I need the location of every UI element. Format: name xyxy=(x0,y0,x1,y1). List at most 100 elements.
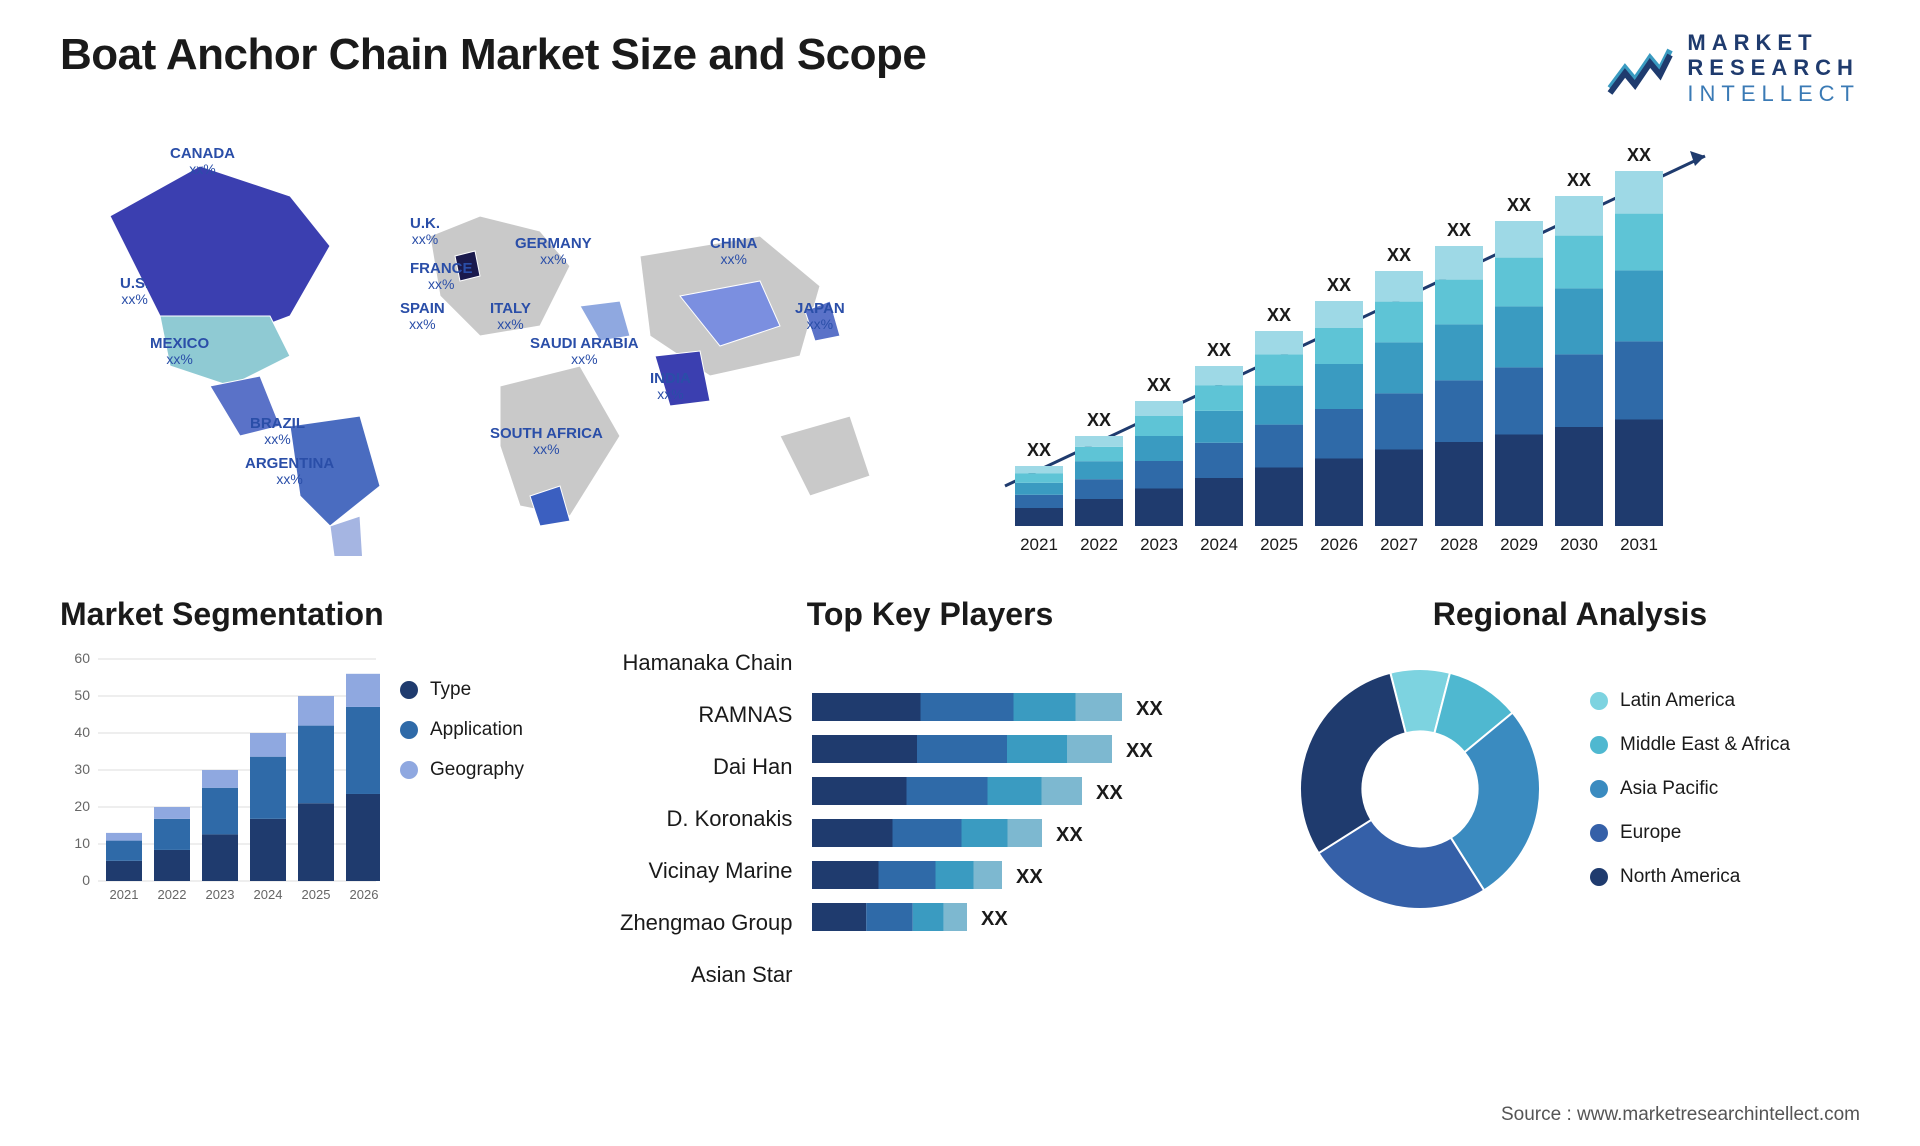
svg-text:2023: 2023 xyxy=(206,887,235,902)
svg-text:XX: XX xyxy=(1627,145,1651,165)
svg-text:XX: XX xyxy=(981,908,1008,930)
regional-donut xyxy=(1280,649,1560,929)
svg-text:XX: XX xyxy=(1027,440,1051,460)
map-label: U.S.xx% xyxy=(120,276,149,306)
bottom-row: Market Segmentation 0 10 20 30 40 50 60 2021 202… xyxy=(60,596,1860,999)
svg-text:XX: XX xyxy=(1327,275,1351,295)
players-bars: XXXXXXXXXXXX xyxy=(812,649,1240,999)
svg-text:XX: XX xyxy=(1507,195,1531,215)
svg-text:2023: 2023 xyxy=(1140,535,1178,554)
map-label: SOUTH AFRICAxx% xyxy=(490,426,603,456)
players-names: Hamanaka Chain RAMNAS Dai Han D. Koronakis V… xyxy=(620,649,792,999)
svg-text:2027: 2027 xyxy=(1380,535,1418,554)
map-label: CANADAxx% xyxy=(170,146,235,176)
logo-line-3: INTELLECT xyxy=(1687,81,1860,106)
regional-title: Regional Analysis xyxy=(1280,596,1860,633)
map-label: ARGENTINAxx% xyxy=(245,456,334,486)
legend-item: Latin America xyxy=(1590,690,1790,712)
player-name: RAMNAS xyxy=(620,701,792,739)
segmentation-chart: 0 10 20 30 40 50 60 2021 2022 2023 2024 2025 2026 xyxy=(60,649,380,909)
svg-text:60: 60 xyxy=(74,650,90,666)
svg-text:2026: 2026 xyxy=(350,887,379,902)
svg-text:XX: XX xyxy=(1267,305,1291,325)
player-name: Zhengmao Group xyxy=(620,909,792,947)
svg-text:XX: XX xyxy=(1447,220,1471,240)
source-text: Source : www.marketresearchintellect.com xyxy=(1501,1104,1860,1126)
svg-text:XX: XX xyxy=(1207,340,1231,360)
legend-item: North America xyxy=(1590,866,1790,888)
svg-text:2025: 2025 xyxy=(302,887,331,902)
svg-text:2025: 2025 xyxy=(1260,535,1298,554)
regional-panel: Regional Analysis Latin America Middle Ea… xyxy=(1280,596,1860,999)
svg-text:2021: 2021 xyxy=(110,887,139,902)
players-title: Top Key Players xyxy=(620,596,1240,633)
world-map: CANADAxx% U.S.xx% MEXICOxx% BRAZILxx% ARGENT… xyxy=(60,126,930,556)
logo-line-1: MARKET xyxy=(1687,30,1860,55)
svg-text:2026: 2026 xyxy=(1320,535,1358,554)
page-title: Boat Anchor Chain Market Size and Scope xyxy=(60,30,926,80)
player-name: Asian Star xyxy=(620,961,792,999)
map-label: ITALYxx% xyxy=(490,301,531,331)
logo-icon xyxy=(1605,38,1675,98)
svg-text:10: 10 xyxy=(74,835,90,851)
svg-text:2024: 2024 xyxy=(1200,535,1238,554)
svg-text:2030: 2030 xyxy=(1560,535,1598,554)
player-name: Hamanaka Chain xyxy=(620,649,792,687)
player-name: D. Koronakis xyxy=(620,805,792,843)
map-label: SAUDI ARABIAxx% xyxy=(530,336,639,366)
legend-item: Type xyxy=(400,679,524,701)
player-name: Dai Han xyxy=(620,753,792,791)
svg-text:2028: 2028 xyxy=(1440,535,1478,554)
legend-item: Europe xyxy=(1590,822,1790,844)
legend-item: Middle East & Africa xyxy=(1590,734,1790,756)
legend-item: Geography xyxy=(400,759,524,781)
map-label: FRANCExx% xyxy=(410,261,473,291)
svg-text:2024: 2024 xyxy=(254,887,283,902)
svg-text:XX: XX xyxy=(1016,866,1043,888)
growth-chart: XX 2021 XX 2022 XX 2023 XX 2024 XX 2025 XX 2026 XX 20… xyxy=(970,126,1860,556)
svg-text:40: 40 xyxy=(74,724,90,740)
svg-text:30: 30 xyxy=(74,761,90,777)
players-svg: XXXXXXXXXXXX xyxy=(812,649,1192,949)
svg-text:XX: XX xyxy=(1096,782,1123,804)
map-label: SPAINxx% xyxy=(400,301,445,331)
svg-text:20: 20 xyxy=(74,798,90,814)
svg-text:2022: 2022 xyxy=(158,887,187,902)
regional-legend: Latin America Middle East & Africa Asia Pa… xyxy=(1590,690,1790,888)
growth-svg: XX 2021 XX 2022 XX 2023 XX 2024 XX 2025 XX 2026 XX 20… xyxy=(970,126,1860,556)
map-label: JAPANxx% xyxy=(795,301,845,331)
segmentation-panel: Market Segmentation 0 10 20 30 40 50 60 2021 202… xyxy=(60,596,580,999)
svg-text:XX: XX xyxy=(1087,410,1111,430)
map-label: U.K.xx% xyxy=(410,216,440,246)
brand-logo: MARKET RESEARCH INTELLECT xyxy=(1605,30,1860,106)
map-label: GERMANYxx% xyxy=(515,236,592,266)
svg-text:2029: 2029 xyxy=(1500,535,1538,554)
donut-svg xyxy=(1280,649,1560,929)
players-panel: Top Key Players Hamanaka Chain RAMNAS Dai … xyxy=(620,596,1240,999)
segmentation-svg: 0 10 20 30 40 50 60 2021 2022 2023 2024 2025 2026 xyxy=(60,649,380,909)
segmentation-title: Market Segmentation xyxy=(60,596,580,633)
logo-text: MARKET RESEARCH INTELLECT xyxy=(1687,30,1860,106)
legend-item: Application xyxy=(400,719,524,741)
map-label: MEXICOxx% xyxy=(150,336,209,366)
svg-text:XX: XX xyxy=(1136,698,1163,720)
player-name: Vicinay Marine xyxy=(620,857,792,895)
logo-line-2: RESEARCH xyxy=(1687,55,1860,80)
svg-text:50: 50 xyxy=(74,687,90,703)
svg-text:XX: XX xyxy=(1126,740,1153,762)
map-label: BRAZILxx% xyxy=(250,416,305,446)
svg-text:XX: XX xyxy=(1056,824,1083,846)
svg-text:2021: 2021 xyxy=(1020,535,1058,554)
svg-text:XX: XX xyxy=(1567,170,1591,190)
svg-text:2031: 2031 xyxy=(1620,535,1658,554)
map-label: INDIAxx% xyxy=(650,371,691,401)
svg-text:2022: 2022 xyxy=(1080,535,1118,554)
svg-text:XX: XX xyxy=(1387,245,1411,265)
legend-item: Asia Pacific xyxy=(1590,778,1790,800)
map-label: CHINAxx% xyxy=(710,236,758,266)
segmentation-legend: Type Application Geography xyxy=(400,649,524,909)
svg-text:XX: XX xyxy=(1147,375,1171,395)
top-row: CANADAxx% U.S.xx% MEXICOxx% BRAZILxx% ARGENT… xyxy=(60,126,1860,556)
header: Boat Anchor Chain Market Size and Scope … xyxy=(60,30,1860,106)
svg-text:0: 0 xyxy=(82,872,90,888)
